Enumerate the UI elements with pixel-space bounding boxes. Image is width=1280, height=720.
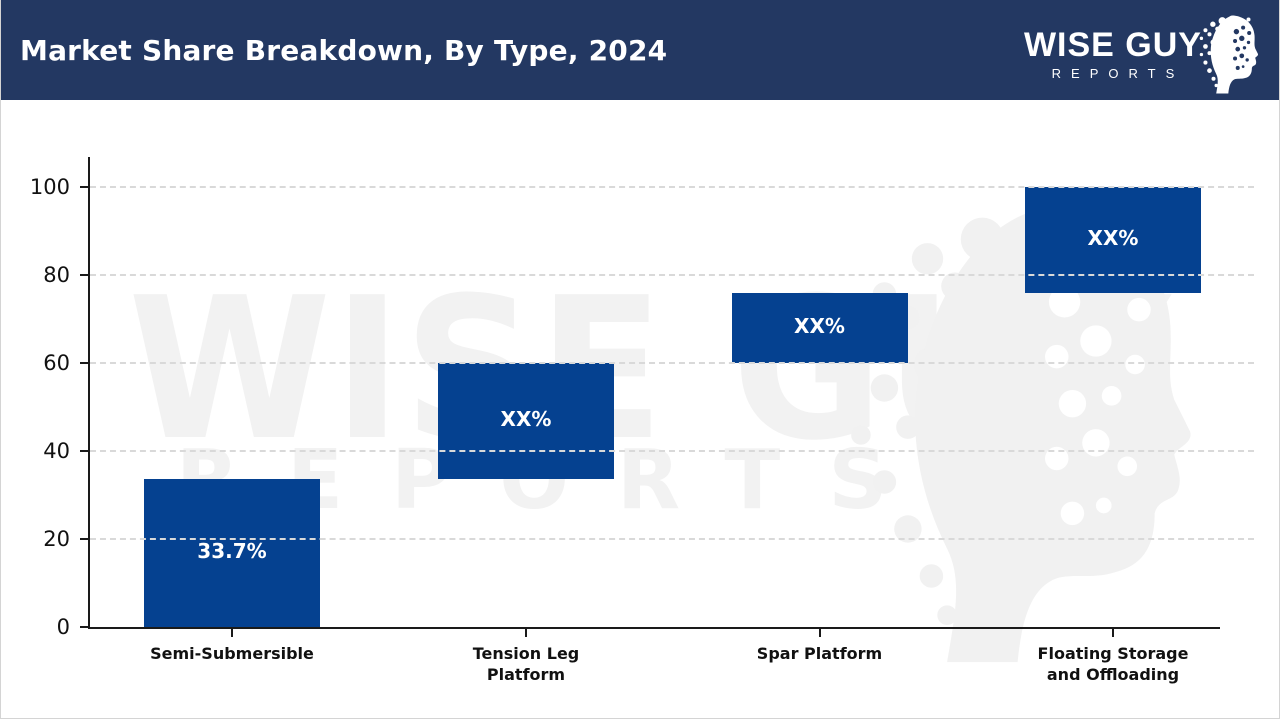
x-axis-tick: [818, 629, 821, 637]
y-axis-tick-label: 60: [43, 351, 70, 375]
y-axis-tick: [80, 450, 88, 452]
header-bar: Market Share Breakdown, By Type, 2024 WI…: [0, 0, 1280, 100]
bar-value-label: 33.7%: [197, 538, 267, 563]
brand-logo: WISE GUY REPORTS: [1024, 14, 1266, 94]
y-axis-tick: [80, 186, 88, 188]
x-axis-category-label: Semi-Submersible: [150, 644, 314, 663]
y-axis-tick-label: 0: [56, 615, 70, 639]
brand-name: WISE GUY: [1023, 26, 1202, 64]
y-axis-tick-label: 40: [43, 439, 70, 463]
x-axis-category-label: Floating Storage and Offloading: [1037, 644, 1189, 684]
gridline: [90, 450, 1254, 452]
x-axis-tick: [231, 629, 233, 637]
y-axis-tick: [80, 362, 88, 364]
y-axis-tick: [80, 538, 88, 540]
bar-value-label: XX%: [1087, 225, 1139, 250]
gridline: [90, 186, 1254, 188]
x-axis-category-label: Spar Platform: [756, 644, 883, 663]
bar-segment: [731, 292, 908, 363]
x-axis-tick: [525, 629, 527, 637]
y-axis-tick-label: 20: [43, 527, 70, 551]
y-axis-tick: [80, 626, 88, 628]
gridline: [90, 538, 1254, 540]
plot-area: 33.7% XX% XX% XX% 0 20 40 60 80 100 Semi-Submersib…: [30, 157, 1254, 684]
bar-value-label: XX%: [500, 406, 552, 431]
x-axis-category-label: Tension Leg Platform: [472, 644, 580, 684]
brand-subtitle: REPORTS: [1051, 66, 1185, 81]
chart-title: Market Share Breakdown, By Type, 2024: [20, 34, 668, 67]
gridline: [90, 274, 1254, 276]
bar-value-label: XX%: [794, 313, 845, 338]
bar-segment: [144, 478, 320, 627]
gridline: [90, 362, 1254, 364]
y-axis-tick: [80, 274, 88, 276]
brand-logo-text: WISE GUY REPORTS: [1024, 28, 1202, 81]
bar-segment: [438, 363, 614, 479]
y-axis-tick-label: 80: [43, 263, 70, 287]
x-axis-tick: [1112, 629, 1114, 637]
y-axis-tick-label: 100: [29, 175, 70, 199]
